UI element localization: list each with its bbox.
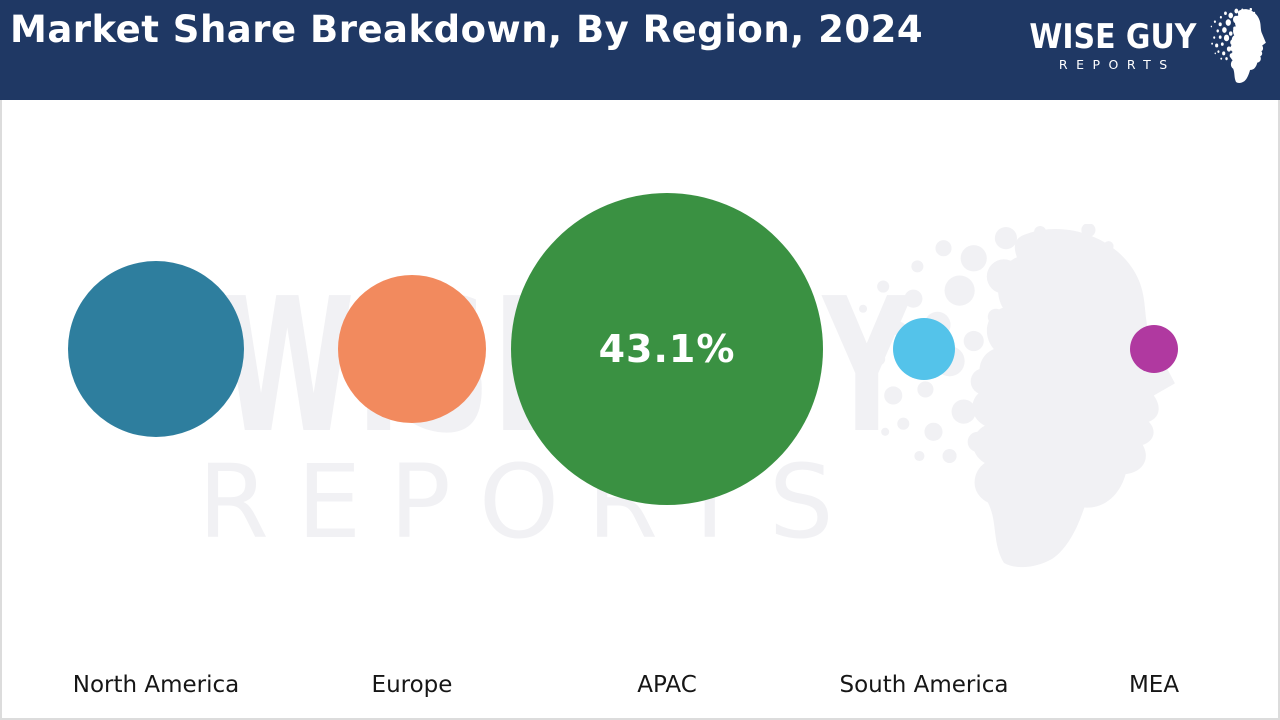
bubble-europe <box>338 275 486 423</box>
category-label-north-america: North America <box>72 672 240 698</box>
category-label-row: North America Europe APAC South America MEA <box>2 100 1278 718</box>
logo-text: WISE GUY REPORTS <box>1018 20 1208 71</box>
bubble-layer: 43.1% <box>2 100 1278 718</box>
logo-subtitle: REPORTS <box>1058 57 1176 73</box>
wiseguy-logo: WISE GUY REPORTS <box>1018 8 1268 84</box>
bubble-apac: 43.1% <box>511 193 823 505</box>
category-label-mea: MEA <box>1128 672 1180 698</box>
bubble-value-label: 43.1% <box>598 327 736 371</box>
bubble-south-america <box>893 318 955 380</box>
category-label-south-america: South America <box>839 672 1009 698</box>
category-label-europe: Europe <box>371 672 453 698</box>
bubble-mea <box>1130 325 1178 373</box>
plot-area: WISE GUY REPORTS 43.1% North AmericaEuro… <box>0 100 1280 720</box>
logo-wordmark: WISE GUY <box>1029 17 1197 58</box>
bubble-north-america <box>68 261 244 437</box>
category-label-apac: APAC <box>637 672 697 698</box>
chart-title: Market Share Breakdown, By Region, 2024 <box>10 8 924 51</box>
header: Market Share Breakdown, By Region, 2024 … <box>0 0 1280 100</box>
logo-head-icon <box>1210 8 1268 84</box>
